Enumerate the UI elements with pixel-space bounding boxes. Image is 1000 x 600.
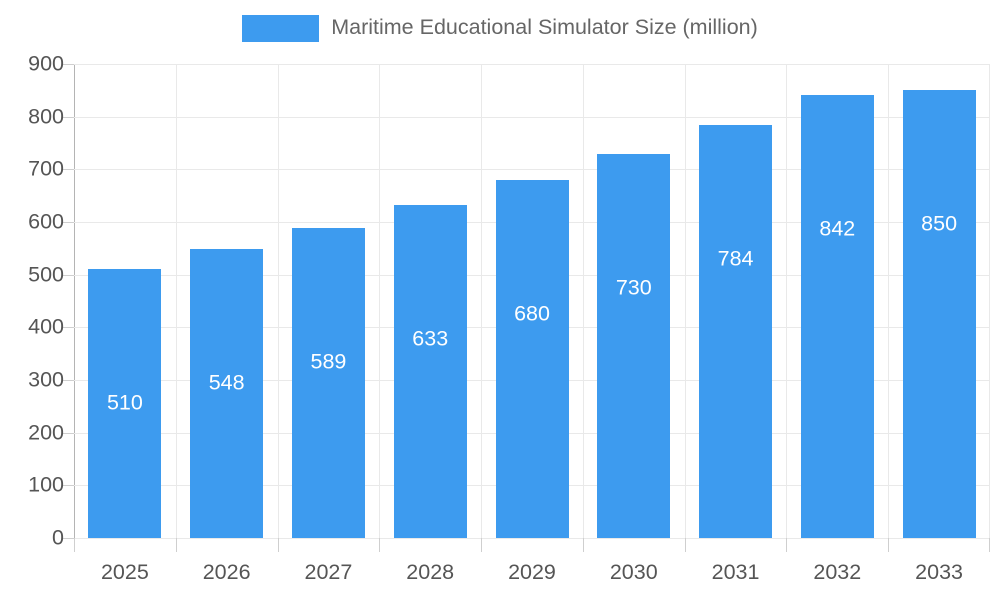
bar-2026[interactable]	[190, 249, 264, 538]
gridline-vertical	[888, 64, 889, 538]
gridline-vertical	[278, 64, 279, 538]
y-axis-tick-mark	[62, 485, 74, 487]
bar-2030[interactable]	[597, 153, 671, 538]
gridline-horizontal	[74, 538, 990, 539]
x-axis-tick-mark	[685, 538, 686, 552]
y-axis-tick-mark	[62, 327, 74, 329]
x-axis-tick-label-2028: 2028	[406, 560, 455, 584]
bar-2033[interactable]	[902, 90, 976, 538]
x-axis-tick-mark	[74, 538, 75, 552]
bar-2031[interactable]	[699, 125, 773, 538]
y-axis-tick-label: 400	[28, 314, 64, 339]
y-axis-tick-label: 0	[52, 525, 64, 550]
legend-color-swatch-icon	[242, 14, 320, 42]
y-axis-tick-mark	[62, 432, 74, 434]
gridline-vertical	[583, 64, 584, 538]
y-axis-tick-label: 500	[28, 261, 64, 286]
y-axis-tick-label: 600	[28, 209, 64, 234]
bar-2029[interactable]	[495, 179, 569, 538]
x-axis-tick-label-2025: 2025	[100, 560, 149, 584]
bar-2032[interactable]	[800, 94, 874, 538]
bar-2025[interactable]	[88, 269, 162, 538]
legend-entry-maritime-educational-simulator-size[interactable]: Maritime Educational Simulator Size (mil…	[242, 14, 758, 42]
plot-area	[62, 64, 990, 539]
x-axis-tick-mark	[786, 538, 787, 552]
y-axis-tick-mark	[62, 274, 74, 276]
chart-legend: Maritime Educational Simulator Size (mil…	[0, 0, 1000, 56]
y-axis-tick-mark	[62, 222, 74, 223]
x-axis-tick-mark	[583, 538, 584, 552]
legend-label: Maritime Educational Simulator Size (mil…	[331, 15, 758, 40]
x-axis-tick-mark	[176, 538, 177, 552]
x-axis-tick-label-2027: 2027	[304, 560, 353, 584]
x-axis-tick-label-2031: 2031	[711, 560, 760, 584]
gridline-horizontal	[74, 64, 990, 65]
gridline-vertical	[379, 64, 380, 538]
y-axis-tick-label: 800	[28, 103, 64, 128]
y-axis-tick-mark	[62, 380, 74, 381]
bar-2028[interactable]	[393, 204, 467, 538]
y-axis-tick-mark	[62, 538, 74, 539]
y-axis-tick-mark	[62, 64, 74, 65]
y-axis-tick-label: 700	[28, 156, 64, 181]
x-axis-tick-label-2033: 2033	[915, 560, 964, 584]
gridline-vertical	[786, 64, 787, 538]
gridline-horizontal	[74, 116, 990, 118]
gridline-vertical	[685, 64, 686, 538]
y-axis-tick-label: 900	[28, 51, 64, 76]
x-axis-tick-label-2029: 2029	[508, 560, 556, 584]
gridline-vertical	[989, 64, 990, 538]
x-axis-tick-mark	[481, 538, 482, 552]
x-axis-tick-label-2032: 2032	[813, 560, 862, 584]
y-axis-tick-mark	[62, 116, 74, 118]
y-axis-tick-label: 100	[28, 472, 64, 497]
gridline-horizontal	[74, 169, 990, 171]
x-axis-tick-label-2030: 2030	[609, 560, 658, 584]
x-axis-tick-mark	[989, 538, 990, 552]
y-axis-tick-label: 300	[28, 367, 64, 392]
y-axis-tick-mark	[62, 169, 74, 171]
bar-2027[interactable]	[291, 227, 365, 538]
x-axis-tick-mark	[278, 538, 279, 552]
gridline-vertical	[481, 64, 482, 538]
y-axis-line	[74, 64, 75, 551]
x-axis-tick-mark	[888, 538, 889, 552]
gridline-vertical	[176, 64, 177, 538]
x-axis-tick-mark	[379, 538, 380, 552]
x-axis-tick-label-2026: 2026	[202, 560, 251, 584]
y-axis-tick-label: 200	[28, 419, 64, 444]
